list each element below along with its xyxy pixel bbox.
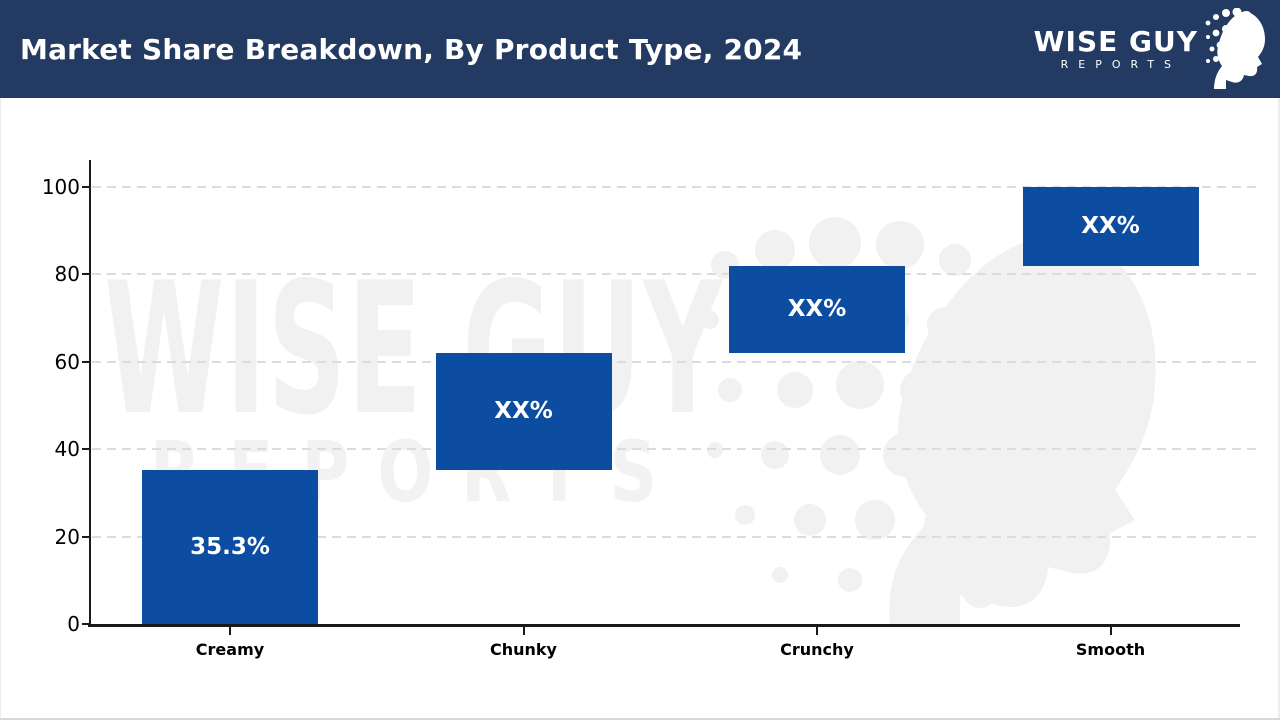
bar-crunchy [729,265,905,354]
y-tick-mark [82,186,90,188]
bar-chunky [435,353,612,470]
y-tick-label: 80 [54,262,80,287]
x-axis-line [88,624,1240,627]
y-gridline [92,273,1258,276]
x-axis-label: Creamy [195,640,265,659]
header-bar: Market Share Breakdown, By Product Type,… [0,0,1280,98]
y-axis-line [89,160,91,626]
watermark-wordmark: WISE GUY [104,243,724,455]
bar-value-label: XX% [1081,213,1140,240]
bar-smooth [1022,187,1199,266]
y-gridline [92,448,1258,451]
y-gridline [92,535,1258,538]
y-tick-label: 0 [67,612,80,636]
y-tick-label: 20 [54,524,80,549]
y-tick-mark [82,360,90,363]
y-tick-mark [82,623,90,625]
bar-value-label: XX% [787,296,847,323]
y-tick-label: 100 [41,175,80,199]
x-tick-mark [229,627,231,635]
y-tick-label: 40 [54,437,80,462]
wiseguy-logo: WISE GUY REPORTS [1034,8,1266,90]
x-tick-mark [522,627,525,635]
chart-title: Market Share Breakdown, By Product Type,… [20,32,803,66]
logo-subtext: REPORTS [1060,58,1182,72]
y-gridline [92,360,1258,363]
y-tick-mark [82,535,90,538]
bar-creamy [142,469,318,624]
y-tick-label: 60 [54,349,80,374]
bar-value-label: XX% [494,398,553,425]
y-tick-mark [82,448,90,451]
logo-face-icon [1205,8,1265,89]
plot-area: 0 20 40 60 80 100 35.3% Creamy XX% Chunky XX% Crunc… [0,98,1280,720]
logo-wordmark: WISE GUY [1033,24,1198,58]
x-tick-mark [816,627,818,635]
x-tick-mark [1109,627,1112,635]
x-axis-label: Smooth [1075,640,1146,659]
wiseguy-logo-text: WISE GUY REPORTS [1033,24,1198,72]
x-axis-label: Crunchy [780,640,854,659]
x-axis-label: Chunky [490,640,557,659]
watermark-face-icon [701,217,1156,625]
y-gridline [92,186,1258,188]
bar-value-label: 35.3% [190,533,270,560]
y-tick-mark [82,273,90,276]
